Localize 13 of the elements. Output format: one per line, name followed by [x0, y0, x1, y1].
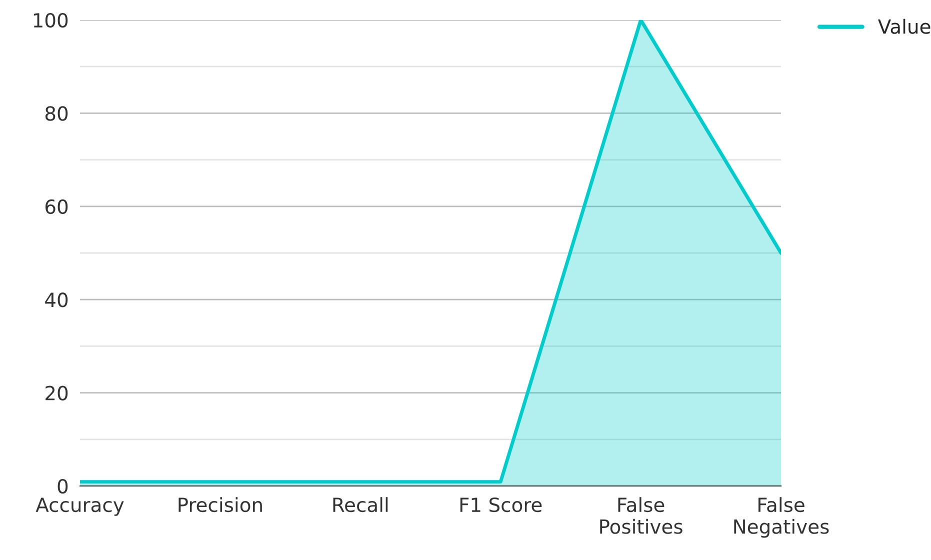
x-tick-label: Recall — [333, 497, 388, 512]
x-tick-label: False Positives — [600, 497, 682, 534]
y-tick-label: 60 — [46, 199, 68, 214]
y-tick-label: 100 — [34, 12, 68, 28]
x-tick-label: Accuracy — [36, 498, 124, 516]
x-tick-label: Precision — [178, 497, 262, 512]
y-tick-label: 0 — [58, 478, 68, 494]
legend-label: Value — [878, 18, 930, 34]
y-tick-label: 40 — [45, 292, 68, 308]
y-tick-label: 20 — [46, 386, 68, 400]
x-tick-label: False Negatives — [734, 497, 829, 538]
y-tick-label: 80 — [45, 106, 68, 121]
x-tick-label: F1 Score — [460, 497, 542, 512]
